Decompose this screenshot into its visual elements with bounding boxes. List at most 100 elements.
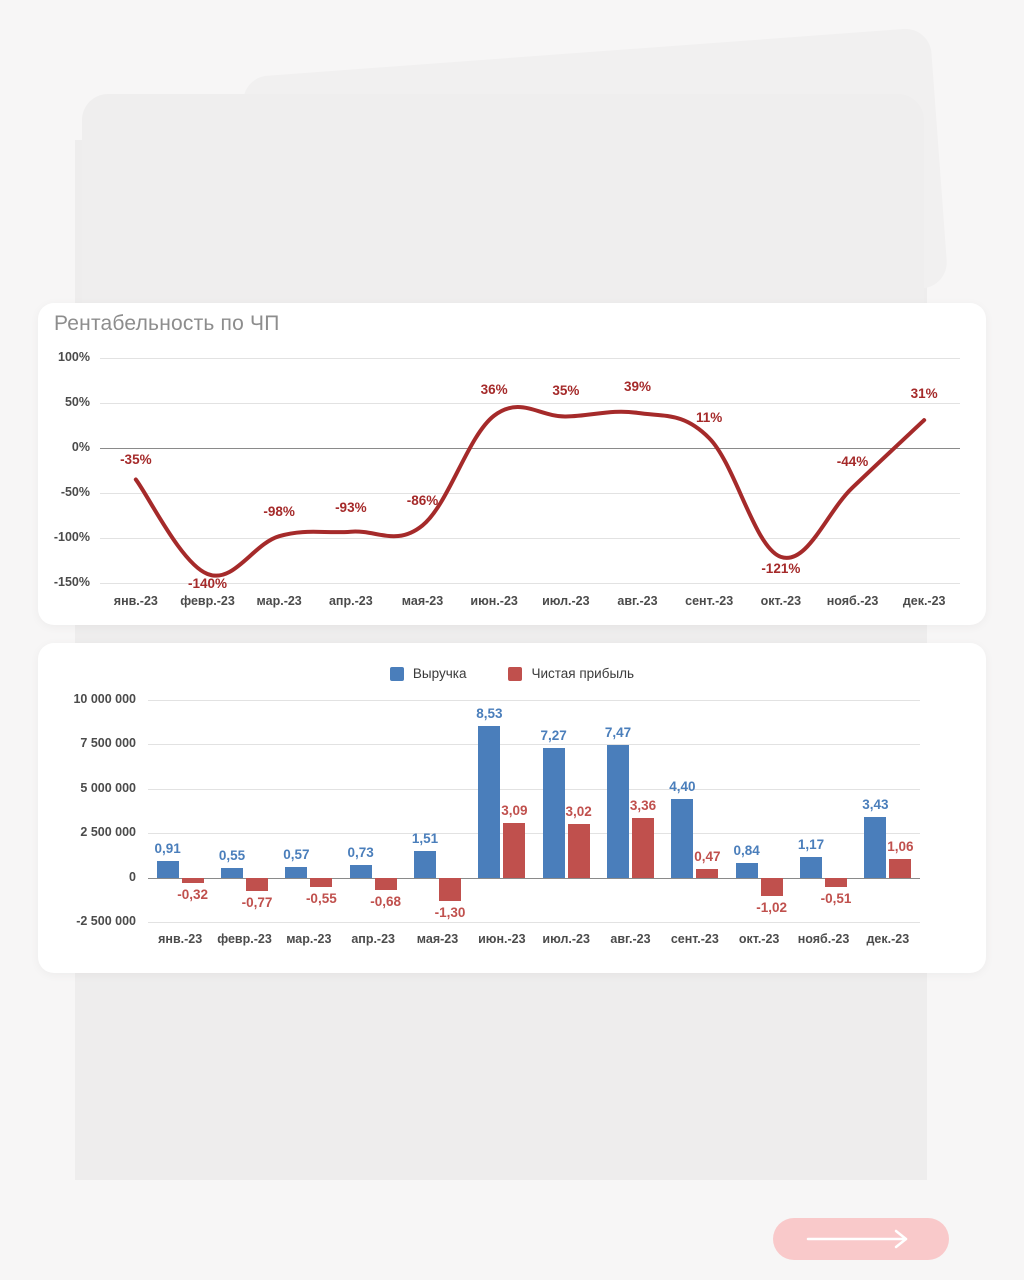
bar-rev bbox=[349, 864, 372, 878]
gridline bbox=[100, 538, 960, 539]
x-axis-tick: авг.-23 bbox=[610, 932, 651, 946]
bar-prof bbox=[760, 877, 783, 896]
bar-data-label-rev: 0,73 bbox=[347, 844, 374, 860]
x-axis-tick: окт.-23 bbox=[738, 932, 780, 946]
line-data-label: 39% bbox=[623, 378, 652, 394]
bar-prof bbox=[825, 877, 847, 887]
line-data-label: -86% bbox=[406, 493, 439, 509]
bar-data-label-prof: -0,55 bbox=[305, 891, 337, 907]
bar-prof bbox=[310, 877, 333, 888]
gridline bbox=[100, 403, 960, 404]
y-axis-tick: 50% bbox=[64, 395, 90, 409]
bar-rev bbox=[414, 850, 436, 878]
bar-data-label-rev: 7,47 bbox=[604, 724, 632, 740]
legend-item-2: Чистая прибыль bbox=[508, 666, 634, 681]
x-axis-tick: дек.-23 bbox=[902, 594, 946, 608]
arrow-right-icon bbox=[806, 1229, 916, 1249]
line-data-label: -98% bbox=[263, 504, 295, 520]
gridline bbox=[148, 788, 920, 790]
gridline bbox=[100, 448, 960, 449]
line-data-label: 31% bbox=[910, 386, 938, 402]
bar-data-label-rev: 0,57 bbox=[283, 847, 310, 863]
bar-prof bbox=[246, 877, 268, 892]
y-axis-tick: 2 500 000 bbox=[80, 825, 136, 840]
legend-item-1: Выручка bbox=[389, 666, 467, 681]
bar-data-label-prof: 3,36 bbox=[629, 797, 657, 813]
legend-label: Выручка bbox=[412, 666, 467, 681]
x-axis-tick: янв.-23 bbox=[113, 594, 158, 608]
bar-data-label-prof: 0,47 bbox=[694, 849, 721, 865]
y-axis-tick: 0% bbox=[71, 440, 90, 454]
x-axis-tick: окт.-23 bbox=[760, 594, 802, 608]
legend-label: Чистая прибыль bbox=[531, 666, 635, 681]
bar-data-label-rev: 7,27 bbox=[540, 728, 567, 744]
gridline bbox=[100, 583, 960, 584]
line-data-label: 36% bbox=[480, 381, 508, 397]
x-axis-tick: дек.-23 bbox=[866, 932, 910, 946]
bar-data-label-prof: -0,77 bbox=[241, 895, 273, 911]
line-data-label: -121% bbox=[761, 560, 801, 576]
line-data-label: 35% bbox=[552, 382, 580, 398]
y-axis-tick: 0 bbox=[129, 869, 136, 884]
line-data-label: -93% bbox=[335, 499, 367, 515]
x-axis-tick: нояб.-23 bbox=[797, 932, 850, 946]
x-axis-tick: сент.-23 bbox=[670, 932, 719, 946]
bar-rev bbox=[607, 744, 629, 878]
x-axis-tick: мар.-23 bbox=[256, 594, 302, 608]
y-axis-tick: -50% bbox=[60, 485, 90, 499]
bar-data-label-prof: -1,02 bbox=[756, 899, 788, 915]
y-axis-tick: 7 500 000 bbox=[80, 736, 136, 751]
revenue-profit-chart-panel bbox=[38, 643, 986, 973]
bar-data-label-prof: 1,06 bbox=[887, 838, 914, 854]
line-data-label: -140% bbox=[187, 576, 228, 591]
line-data-label: -44% bbox=[836, 453, 869, 469]
bar-data-label-prof: -0,32 bbox=[177, 887, 209, 903]
gridline bbox=[148, 877, 920, 879]
bar-prof bbox=[696, 869, 719, 878]
bar-data-label-rev: 0,84 bbox=[733, 842, 760, 858]
x-axis-tick: июл.-23 bbox=[542, 594, 590, 608]
bar-rev bbox=[864, 816, 887, 878]
line-data-label: 11% bbox=[696, 410, 723, 426]
x-axis-tick: авг.-23 bbox=[617, 594, 658, 608]
next-button[interactable] bbox=[773, 1218, 949, 1260]
legend-swatch bbox=[389, 666, 404, 681]
bar-data-label-prof: -0,51 bbox=[820, 890, 852, 906]
bar-prof bbox=[181, 877, 204, 884]
bar-data-label-rev: 1,51 bbox=[411, 830, 439, 846]
gridline bbox=[148, 833, 920, 835]
x-axis-tick: июн.-23 bbox=[470, 594, 518, 608]
bar-rev bbox=[221, 867, 243, 878]
x-axis-tick: мая-23 bbox=[416, 932, 459, 946]
y-axis-tick: 10 000 000 bbox=[73, 692, 136, 706]
y-axis-tick: -2 500 000 bbox=[76, 914, 136, 928]
bar-rev bbox=[800, 856, 822, 878]
x-axis-tick: янв.-23 bbox=[158, 932, 203, 946]
bar-rev bbox=[285, 867, 308, 878]
bar-data-label-rev: 8,53 bbox=[476, 706, 503, 722]
gridline bbox=[148, 700, 920, 701]
x-axis-tick: февр.-23 bbox=[217, 932, 272, 946]
bar-prof bbox=[632, 817, 654, 878]
bar-chart-legend: Выручка Чистая прибыль bbox=[0, 666, 1024, 681]
bar-data-label-prof: -0,68 bbox=[370, 893, 402, 909]
page-title: Рентабельность по ЧП bbox=[54, 312, 280, 335]
bar-data-label-rev: 1,17 bbox=[797, 836, 825, 852]
gridline bbox=[148, 922, 920, 923]
bar-prof bbox=[439, 877, 461, 901]
y-axis-tick: -150% bbox=[53, 575, 90, 589]
gridline bbox=[100, 358, 960, 359]
x-axis-tick: апр.-23 bbox=[328, 594, 373, 608]
bar-prof bbox=[374, 877, 397, 890]
y-axis-tick: -100% bbox=[53, 530, 90, 544]
bar-data-label-rev: 0,91 bbox=[154, 841, 181, 857]
bar-data-label-rev: 0,55 bbox=[218, 847, 246, 863]
bar-data-label-prof: 3,09 bbox=[501, 802, 528, 818]
x-axis-tick: февр.-23 bbox=[180, 594, 235, 608]
bar-rev bbox=[735, 862, 758, 878]
x-axis-tick: июл.-23 bbox=[542, 932, 590, 946]
gridline bbox=[148, 744, 920, 746]
x-axis-tick: нояб.-23 bbox=[826, 594, 879, 608]
bar-rev bbox=[156, 861, 179, 878]
bar-rev bbox=[542, 748, 565, 878]
